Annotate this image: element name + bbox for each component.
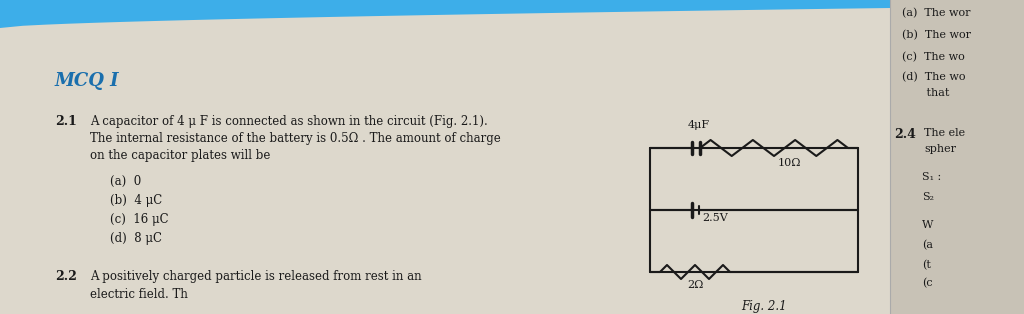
Text: A capacitor of 4 μ F is connected as shown in the circuit (Fig. 2.1).: A capacitor of 4 μ F is connected as sho… bbox=[90, 115, 487, 128]
Text: 10Ω: 10Ω bbox=[777, 158, 801, 168]
Polygon shape bbox=[0, 0, 890, 28]
Text: that: that bbox=[902, 88, 949, 98]
Text: 2.5V: 2.5V bbox=[702, 213, 728, 223]
Text: A positively charged particle is released from rest in an: A positively charged particle is release… bbox=[90, 270, 422, 283]
Text: (d)  The wo: (d) The wo bbox=[902, 72, 966, 82]
Bar bbox=[890, 0, 1024, 314]
Text: (a: (a bbox=[922, 240, 933, 250]
Text: The internal resistance of the battery is 0.5Ω . The amount of charge: The internal resistance of the battery i… bbox=[90, 132, 501, 145]
Text: 2.1: 2.1 bbox=[55, 115, 77, 128]
Text: 2Ω: 2Ω bbox=[687, 280, 703, 290]
Text: The ele: The ele bbox=[924, 128, 966, 138]
Text: (a)  The wor: (a) The wor bbox=[902, 8, 971, 18]
Text: S₁ :: S₁ : bbox=[922, 172, 941, 182]
Bar bbox=[0, 0, 890, 314]
Text: on the capacitor plates will be: on the capacitor plates will be bbox=[90, 149, 270, 162]
Text: (c: (c bbox=[922, 278, 933, 288]
Text: 4μF: 4μF bbox=[688, 120, 710, 130]
Text: spher: spher bbox=[924, 144, 956, 154]
Text: electric field. Th: electric field. Th bbox=[90, 288, 187, 301]
Bar bbox=[890, 0, 1024, 314]
Text: 2.2: 2.2 bbox=[55, 270, 77, 283]
Text: (c)  16 μC: (c) 16 μC bbox=[110, 213, 169, 226]
Text: (a)  0: (a) 0 bbox=[110, 175, 141, 188]
Text: (t: (t bbox=[922, 260, 931, 270]
Bar bbox=[890, 0, 1024, 314]
Text: 2.4: 2.4 bbox=[894, 128, 915, 141]
Text: (b)  The wor: (b) The wor bbox=[902, 30, 971, 40]
Text: Fig. 2.1: Fig. 2.1 bbox=[741, 300, 786, 313]
Text: (c)  The wo: (c) The wo bbox=[902, 52, 965, 62]
Text: S₂: S₂ bbox=[922, 192, 934, 202]
Text: MCQ I: MCQ I bbox=[55, 72, 120, 90]
Text: (b)  4 μC: (b) 4 μC bbox=[110, 194, 162, 207]
Text: (d)  8 μC: (d) 8 μC bbox=[110, 232, 162, 245]
Text: W: W bbox=[922, 220, 933, 230]
